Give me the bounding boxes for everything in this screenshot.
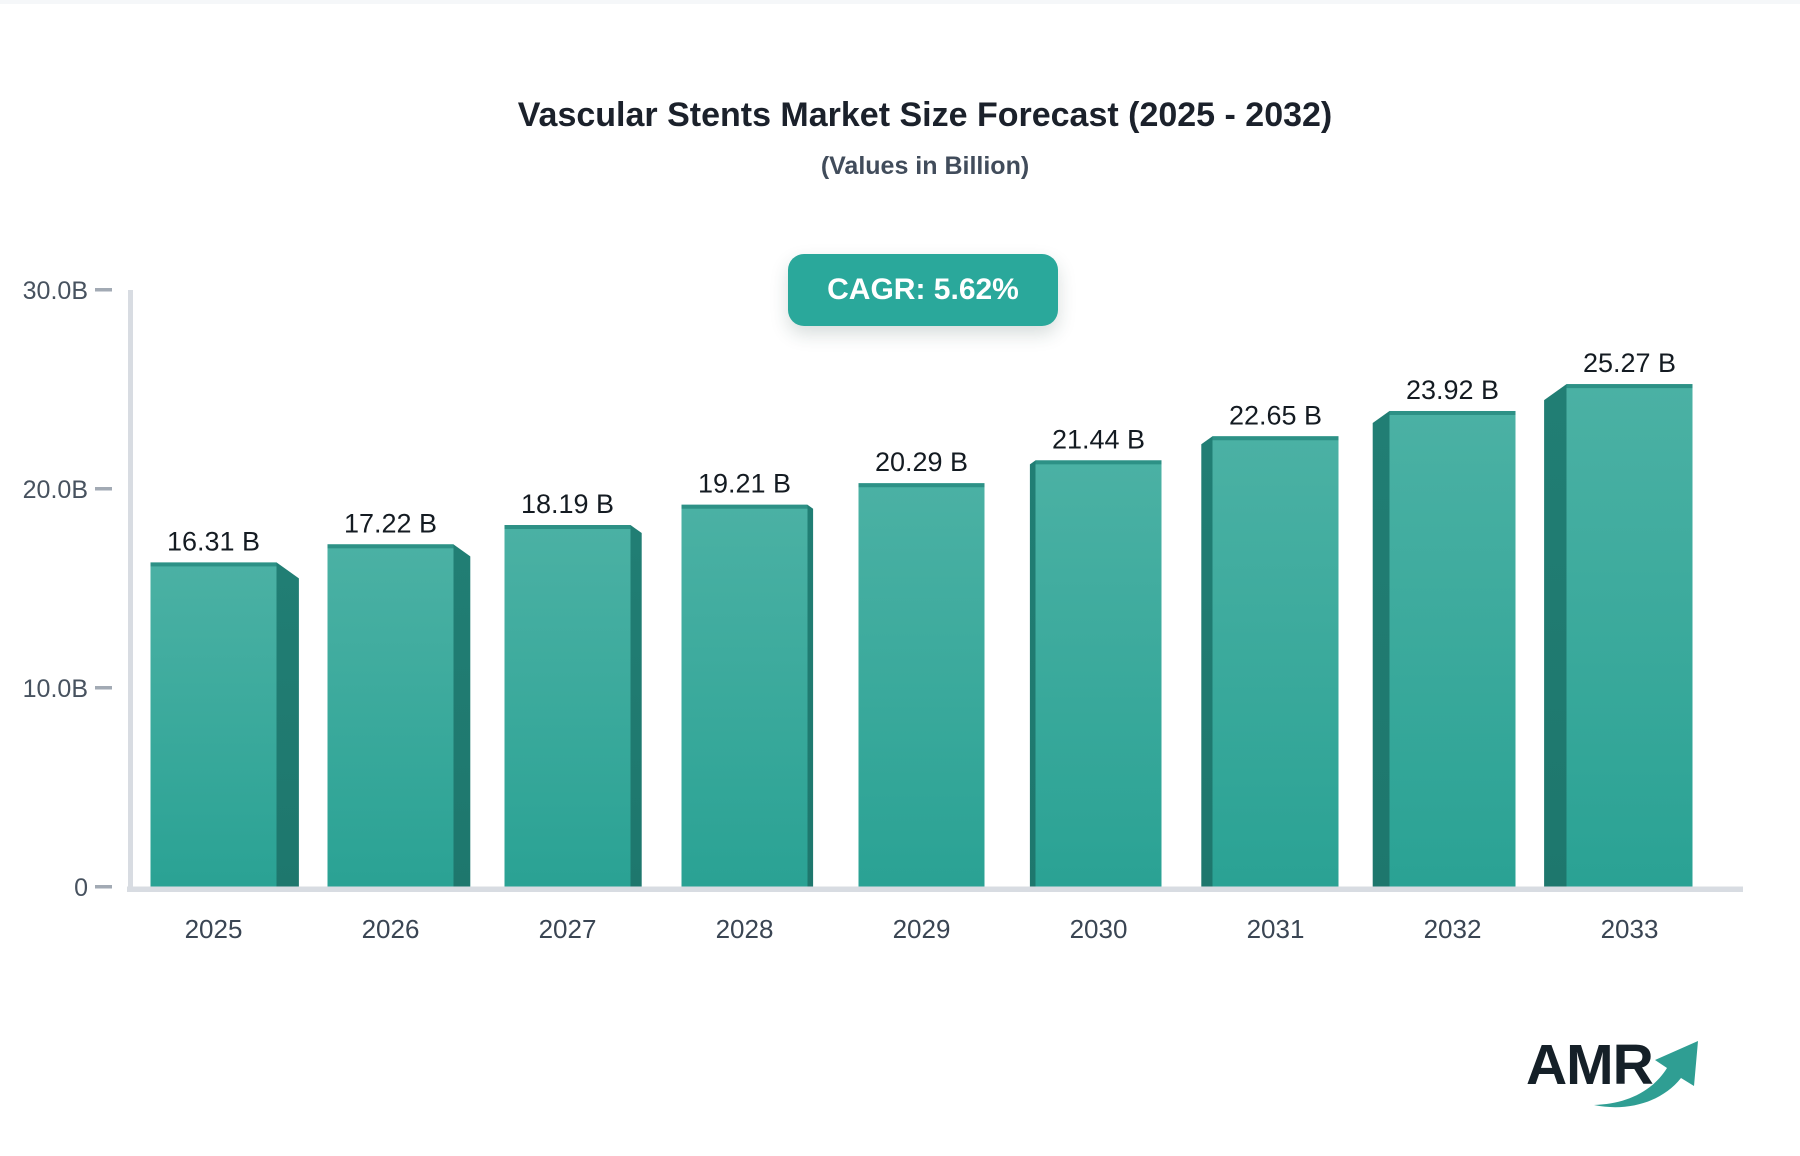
bar-top-edge (1389, 410, 1516, 415)
cagr-badge-label: CAGR: 5.62% (827, 273, 1019, 306)
x-axis-label: 2028 (716, 914, 774, 944)
bar-top-edge (1566, 384, 1693, 389)
y-tick-label: 0 (74, 874, 88, 902)
bar-2030 (1029, 460, 1162, 887)
bar-top-edge (681, 504, 808, 509)
x-axis-label: 2025 (185, 914, 243, 944)
bar-value-label: 21.44 B (1052, 424, 1145, 454)
bar-face (1035, 460, 1162, 887)
bar-face (504, 525, 631, 887)
bar-2026 (327, 544, 471, 887)
bar-side-face (1201, 436, 1213, 887)
bar-2027 (504, 525, 642, 887)
chart-title: Vascular Stents Market Size Forecast (20… (517, 96, 1333, 134)
x-axis-label: 2031 (1247, 914, 1305, 944)
bar-side-face (807, 504, 814, 887)
y-tick-label: 30.0B (23, 277, 88, 305)
bar-face (1389, 410, 1516, 887)
bar-top-edge (504, 525, 631, 530)
bar-top-edge (1212, 436, 1339, 441)
bar-face (1212, 436, 1339, 887)
bar-face (858, 483, 985, 887)
bar-side-face (1372, 410, 1390, 887)
y-tick-dash (95, 885, 112, 889)
bar-face (1566, 384, 1693, 887)
bar-value-label: 25.27 B (1583, 348, 1676, 378)
x-axis-label: 2027 (539, 914, 597, 944)
bar-face (327, 544, 454, 887)
bar-value-label: 16.31 B (167, 526, 260, 556)
bar-side-face (1544, 384, 1567, 887)
bar-face (150, 562, 277, 887)
bar-2028 (681, 504, 814, 887)
y-tick-dash (95, 288, 112, 292)
y-axis-line (128, 290, 133, 887)
amr-logo: AMR (1526, 1032, 1726, 1122)
bar-value-label: 18.19 B (521, 489, 614, 519)
axis-labels: 16.31 B 2025 17.22 B 2026 18.19 B 2027 19.21 B… (167, 348, 1676, 944)
bar-value-label: 19.21 B (698, 469, 791, 499)
bar-value-label: 22.65 B (1229, 400, 1322, 430)
y-axis: 0 10.0B 20.0B 30.0B (23, 277, 133, 902)
bar-side-face (453, 544, 471, 887)
bar-face (681, 504, 808, 887)
y-tick-dash (95, 686, 112, 690)
x-axis-label: 2030 (1070, 914, 1128, 944)
y-tick-label: 20.0B (23, 476, 88, 504)
bar-side-face (630, 525, 642, 887)
bar-2033 (1544, 384, 1693, 887)
y-tick-label: 10.0B (23, 675, 88, 703)
bar-2031 (1201, 436, 1339, 887)
x-axis-label: 2033 (1601, 914, 1659, 944)
x-axis-label: 2026 (362, 914, 420, 944)
y-tick-dash (95, 487, 112, 491)
logo-arrow-icon (1594, 1041, 1698, 1108)
bar-side-face (1029, 460, 1036, 887)
bars (150, 384, 1693, 887)
bar-top-edge (327, 544, 454, 549)
x-axis (127, 886, 1743, 892)
bar-value-label: 17.22 B (344, 508, 437, 538)
bar-2029 (858, 483, 985, 887)
amr-logo-text: AMR (1526, 1033, 1654, 1097)
bar-value-label: 23.92 B (1406, 375, 1499, 405)
bar-2032 (1372, 410, 1516, 887)
bar-top-edge (1035, 460, 1162, 465)
bar-top-edge (150, 562, 277, 567)
x-axis-label: 2029 (893, 914, 951, 944)
cagr-badge: CAGR: 5.62% (788, 254, 1058, 326)
top-strip (0, 0, 1800, 4)
chart-subtitle: (Values in Billion) (820, 152, 1030, 180)
bar-2025 (150, 562, 299, 887)
bar-value-label: 20.29 B (875, 447, 968, 477)
x-axis-label: 2032 (1424, 914, 1482, 944)
bar-top-edge (858, 483, 985, 488)
x-axis-baseline (127, 886, 1743, 892)
bar-side-face (276, 562, 299, 887)
